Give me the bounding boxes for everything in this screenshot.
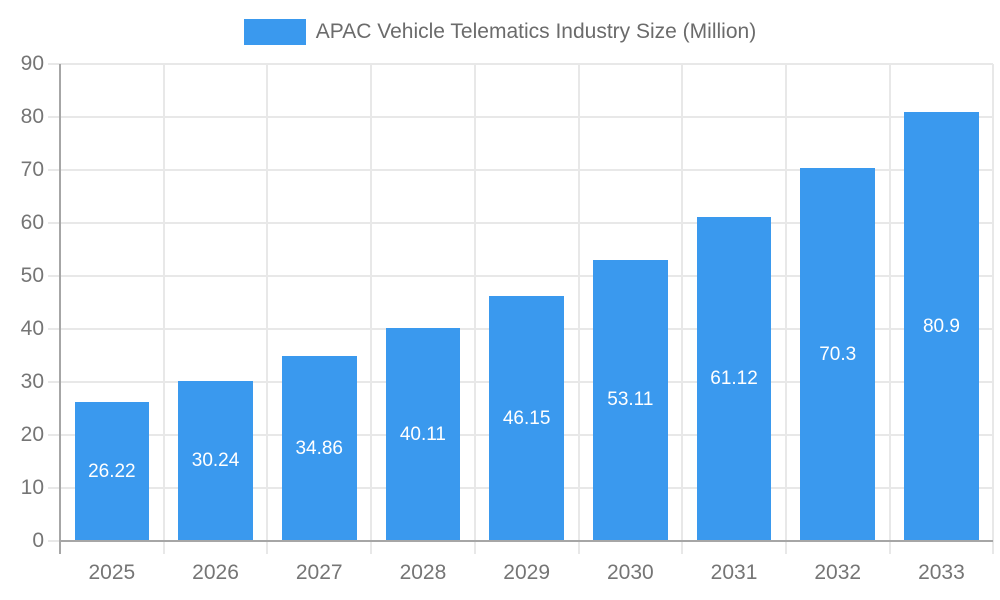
x-axis-tick-label: 2032 [814,561,862,584]
y-axis-tick-label: 20 [20,423,44,446]
y-axis-tick-label: 60 [20,211,44,234]
y-axis-tick-label: 40 [20,317,44,340]
legend-swatch [243,19,306,45]
bar[interactable] [385,328,461,540]
x-axis-tick-label: 2027 [295,561,343,584]
v-gridline [370,64,373,554]
v-gridline [473,64,476,554]
v-gridline [577,64,580,554]
bar-value-label: 70.3 [819,343,857,365]
x-axis-tick-label: 2030 [606,561,654,584]
h-gridline [48,116,994,118]
h-gridline [48,222,994,224]
y-axis-tick-label: 10 [20,476,44,499]
x-axis-tick-label: 2031 [710,561,758,584]
x-axis-tick-label: 2029 [503,561,550,584]
v-gridline [888,64,891,554]
y-axis-tick-label: 70 [20,158,44,181]
bar[interactable] [74,402,150,540]
y-axis-line [59,64,61,554]
h-gridline [48,63,994,65]
v-gridline [681,64,684,554]
v-gridline [992,64,995,554]
bar[interactable] [178,380,253,540]
x-axis-tick-label: 2026 [192,561,239,584]
y-axis-tick-label: 80 [20,105,44,128]
y-axis-tick-label: 30 [20,370,44,393]
bar-value-label: 53.11 [607,389,654,411]
bar[interactable] [489,296,564,540]
h-gridline [48,275,994,277]
y-axis-tick-label: 50 [20,264,44,287]
x-axis-line [60,540,994,542]
y-axis-tick-label: 0 [32,529,44,552]
legend[interactable]: APAC Vehicle Telematics Industry Size (M… [0,16,1000,48]
v-gridline [784,64,787,554]
bar-value-label: 34.86 [295,437,343,459]
v-gridline [266,64,269,554]
bar[interactable] [696,217,772,540]
y-axis-tick-label: 90 [20,52,44,75]
bar-value-label: 46.15 [502,407,551,429]
h-gridline [48,169,994,171]
bar[interactable] [593,259,668,540]
x-axis-tick-label: 2033 [918,561,965,584]
x-axis-tick-label: 2025 [88,561,136,584]
bar-value-label: 26.22 [88,460,136,482]
legend-label: APAC Vehicle Telematics Industry Size (M… [315,20,757,43]
v-gridline [162,64,165,554]
bar[interactable] [281,356,357,540]
bar-value-label: 80.9 [922,315,960,337]
bar-value-label: 30.24 [191,449,240,471]
bar-value-label: 40.11 [399,423,446,445]
bar[interactable] [800,168,876,540]
bar[interactable] [904,112,979,540]
x-axis-tick-label: 2028 [399,561,447,584]
bar-value-label: 61.12 [710,368,758,390]
